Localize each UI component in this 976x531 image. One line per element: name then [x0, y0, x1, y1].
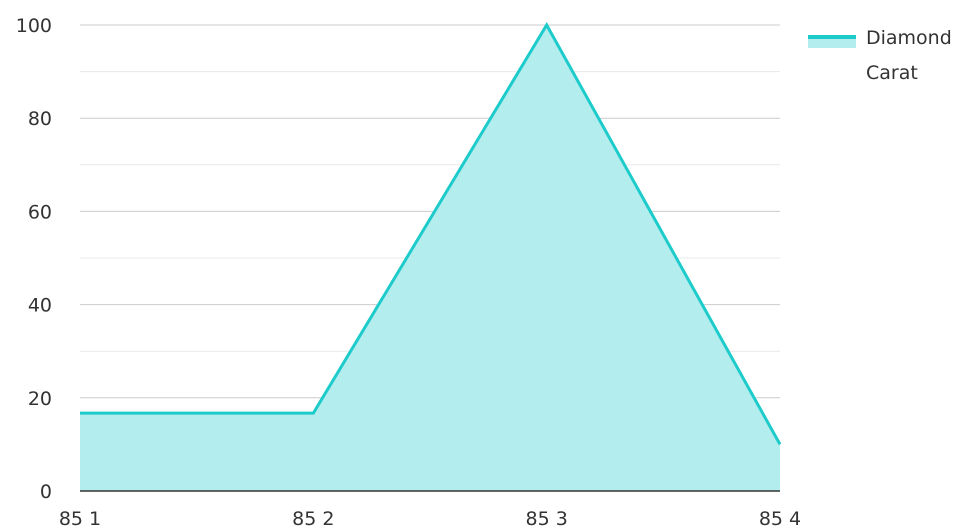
legend-label-line-1: Diamond — [866, 27, 952, 49]
y-tick-label: 0 — [40, 481, 52, 503]
legend: Diamond Carat — [808, 27, 952, 84]
area-series — [80, 22, 782, 491]
legend-label-line-2: Carat — [866, 62, 918, 84]
x-tick-label: 85 1 — [59, 508, 101, 530]
x-axis-ticks: 85 1 85 2 85 3 85 4 — [59, 508, 801, 530]
area-line-series-0 — [80, 22, 782, 446]
x-tick-label: 85 2 — [292, 508, 334, 530]
y-tick-label: 80 — [28, 108, 52, 130]
y-tick-label: 20 — [28, 388, 52, 410]
y-axis-ticks: 0 20 40 60 80 100 — [16, 15, 52, 503]
y-tick-label: 40 — [28, 295, 52, 317]
area-fill-series-0 — [80, 25, 780, 491]
y-tick-label: 100 — [16, 15, 52, 37]
x-tick-label: 85 3 — [526, 508, 568, 530]
x-tick-label: 85 4 — [759, 508, 801, 530]
y-tick-label: 60 — [28, 201, 52, 223]
legend-swatch-fill — [808, 37, 856, 48]
